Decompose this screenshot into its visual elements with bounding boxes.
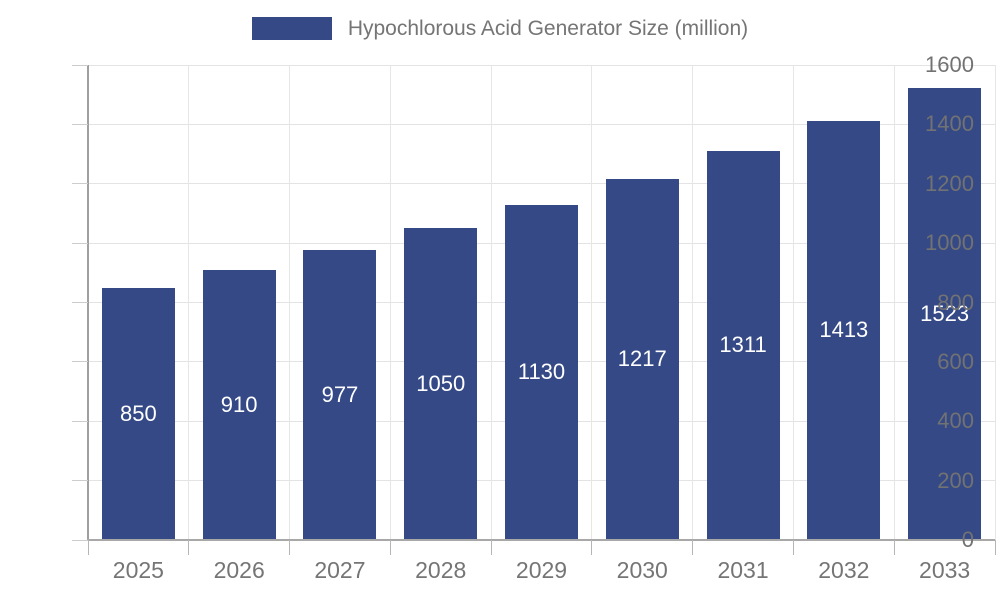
x-axis-label-2025: 2025 xyxy=(112,557,164,583)
x-tick-7 xyxy=(792,540,794,555)
y-tick-1000 xyxy=(72,242,88,244)
y-tick-1400 xyxy=(72,123,88,125)
y-axis-label-400: 400 xyxy=(937,408,974,434)
bar-value-2025: 850 xyxy=(120,400,157,426)
h-gridline-1200 xyxy=(88,183,995,185)
bar-2031: 1311 xyxy=(706,150,780,540)
x-axis-label-2026: 2026 xyxy=(213,557,265,583)
bar-value-2030: 1217 xyxy=(617,346,667,372)
bar-2025: 850 xyxy=(101,287,175,540)
x-axis-label-2030: 2030 xyxy=(616,557,668,583)
bar-2029: 1130 xyxy=(505,204,578,540)
x-tick-1 xyxy=(188,540,190,555)
bar-value-2031: 1311 xyxy=(719,332,767,358)
bar-value-2029: 1130 xyxy=(517,359,566,385)
x-tick-0 xyxy=(87,540,89,555)
v-gridline-5 xyxy=(591,65,593,540)
legend: Hypochlorous Acid Generator Size (millio… xyxy=(0,17,1000,40)
bar-2032: 1413 xyxy=(807,120,881,540)
plot-area: 850 910 977 1050 1130 1217 1311 1413 1523 xyxy=(72,64,996,555)
x-axis-label-2032: 2032 xyxy=(818,557,870,583)
x-tick-3 xyxy=(389,540,391,555)
v-gridline-4 xyxy=(490,65,492,540)
y-axis-label-200: 200 xyxy=(937,467,974,493)
x-tick-9 xyxy=(994,540,996,555)
bar-2033: 1523 xyxy=(908,87,982,540)
x-tick-5 xyxy=(591,540,593,555)
bar-value-2027: 977 xyxy=(321,381,359,407)
y-tick-200 xyxy=(72,480,88,482)
x-axis-label-2029: 2029 xyxy=(515,557,568,583)
bar-value-2026: 910 xyxy=(220,391,258,417)
y-axis-label-1600: 1600 xyxy=(925,52,974,77)
h-gridline-1400 xyxy=(88,123,995,125)
y-tick-0 xyxy=(72,539,88,541)
legend-label: Hypochlorous Acid Generator Size (millio… xyxy=(347,17,749,40)
y-axis-label-1200: 1200 xyxy=(925,170,974,196)
y-axis-label-1000: 1000 xyxy=(925,230,974,256)
y-tick-600 xyxy=(72,361,88,363)
v-gridline-7 xyxy=(792,65,794,540)
v-gridline-1 xyxy=(188,65,190,540)
v-gridline-8 xyxy=(893,65,895,540)
x-axis-label-2033: 2033 xyxy=(919,557,971,583)
y-axis-label-1400: 1400 xyxy=(925,111,974,137)
y-axis-label-600: 600 xyxy=(937,348,974,374)
y-tick-800 xyxy=(72,302,88,303)
bar-value-2028: 1050 xyxy=(416,371,466,397)
y-axis-label-0: 0 xyxy=(961,527,974,552)
y-axis-label-800: 800 xyxy=(937,289,974,315)
x-tick-2 xyxy=(289,540,291,555)
bar-2027: 977 xyxy=(303,249,377,540)
x-tick-4 xyxy=(490,540,492,555)
x-axis-line xyxy=(87,539,995,541)
x-axis-label-2031: 2031 xyxy=(717,557,769,583)
y-axis-line xyxy=(87,65,89,540)
x-tick-6 xyxy=(692,540,694,555)
h-gridline-1600 xyxy=(88,64,995,66)
v-gridline-6 xyxy=(692,65,694,540)
x-axis-label-2028: 2028 xyxy=(415,557,467,583)
y-tick-400 xyxy=(72,420,88,422)
legend-swatch xyxy=(251,17,332,40)
bar-value-2033: 1523 xyxy=(920,300,970,326)
y-tick-1600 xyxy=(72,64,88,66)
x-tick-8 xyxy=(893,540,895,555)
bar-2026: 910 xyxy=(202,269,276,540)
v-gridline-3 xyxy=(389,65,391,540)
x-axis-label-2027: 2027 xyxy=(314,557,366,583)
v-gridline-9 xyxy=(994,65,996,540)
bar-2030: 1217 xyxy=(605,178,679,540)
bar-value-2032: 1413 xyxy=(819,317,869,343)
bar-2028: 1050 xyxy=(404,228,478,540)
v-gridline-2 xyxy=(289,65,291,540)
y-tick-1200 xyxy=(72,183,88,185)
